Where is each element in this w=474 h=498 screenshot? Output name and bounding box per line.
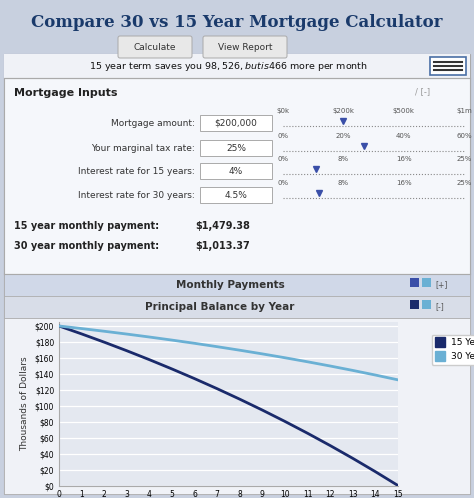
Text: Compare 30 vs 15 Year Mortgage Calculator: Compare 30 vs 15 Year Mortgage Calculato… xyxy=(31,13,443,30)
Text: 16%: 16% xyxy=(396,180,411,186)
Text: Mortgage amount:: Mortgage amount: xyxy=(111,119,195,127)
Text: $1m: $1m xyxy=(456,108,472,114)
Text: 25%: 25% xyxy=(456,180,472,186)
Text: 8%: 8% xyxy=(338,156,349,162)
Text: 30 year monthly payment:: 30 year monthly payment: xyxy=(14,241,159,251)
Text: 4%: 4% xyxy=(229,166,243,175)
Text: Principal Balance by Year: Principal Balance by Year xyxy=(146,302,295,312)
Text: Your marginal tax rate:: Your marginal tax rate: xyxy=(91,143,195,152)
Text: 0%: 0% xyxy=(277,133,289,139)
Bar xyxy=(4,78,470,274)
FancyBboxPatch shape xyxy=(118,36,192,58)
Bar xyxy=(430,57,466,75)
Text: 8%: 8% xyxy=(338,180,349,186)
Text: 16%: 16% xyxy=(396,156,411,162)
Bar xyxy=(422,300,431,309)
Bar xyxy=(200,187,272,203)
Bar xyxy=(4,296,470,318)
Text: $1,479.38: $1,479.38 xyxy=(195,221,250,231)
Text: Interest rate for 30 years:: Interest rate for 30 years: xyxy=(78,191,195,200)
Text: $200,000: $200,000 xyxy=(215,119,257,127)
Text: 0%: 0% xyxy=(277,180,289,186)
Bar xyxy=(200,140,272,156)
Text: 4.5%: 4.5% xyxy=(225,191,247,200)
Text: View Report: View Report xyxy=(218,42,272,51)
Text: 0%: 0% xyxy=(277,156,289,162)
Bar xyxy=(410,278,419,287)
Text: $1,013.37: $1,013.37 xyxy=(195,241,250,251)
Bar xyxy=(200,163,272,179)
Text: [+]: [+] xyxy=(435,280,447,289)
Legend: 15 Year, 30 Year: 15 Year, 30 Year xyxy=(431,335,474,365)
Text: Mortgage Inputs: Mortgage Inputs xyxy=(14,88,118,98)
Text: 15 year monthly payment:: 15 year monthly payment: xyxy=(14,221,159,231)
Bar xyxy=(200,115,272,131)
Text: 20%: 20% xyxy=(336,133,351,139)
Text: 25%: 25% xyxy=(456,156,472,162)
Bar xyxy=(4,54,470,78)
Text: [-]: [-] xyxy=(435,302,444,312)
Text: $200k: $200k xyxy=(332,108,355,114)
Bar xyxy=(4,54,470,494)
Text: 25%: 25% xyxy=(226,143,246,152)
Text: Calculate: Calculate xyxy=(134,42,176,51)
Bar xyxy=(422,278,431,287)
Text: Monthly Payments: Monthly Payments xyxy=(176,280,284,290)
Bar xyxy=(4,318,470,494)
Text: $0k: $0k xyxy=(276,108,290,114)
Text: 15 year term saves you $98,526, but is $466 more per month: 15 year term saves you $98,526, but is $… xyxy=(89,59,367,73)
Text: / [-]: / [-] xyxy=(415,88,430,97)
Text: Interest rate for 15 years:: Interest rate for 15 years: xyxy=(78,166,195,175)
Text: 40%: 40% xyxy=(396,133,411,139)
Bar xyxy=(4,274,470,296)
FancyBboxPatch shape xyxy=(203,36,287,58)
Text: 60%: 60% xyxy=(456,133,472,139)
Y-axis label: Thousands of Dollars: Thousands of Dollars xyxy=(20,357,29,451)
Text: $500k: $500k xyxy=(392,108,415,114)
Bar xyxy=(410,300,419,309)
